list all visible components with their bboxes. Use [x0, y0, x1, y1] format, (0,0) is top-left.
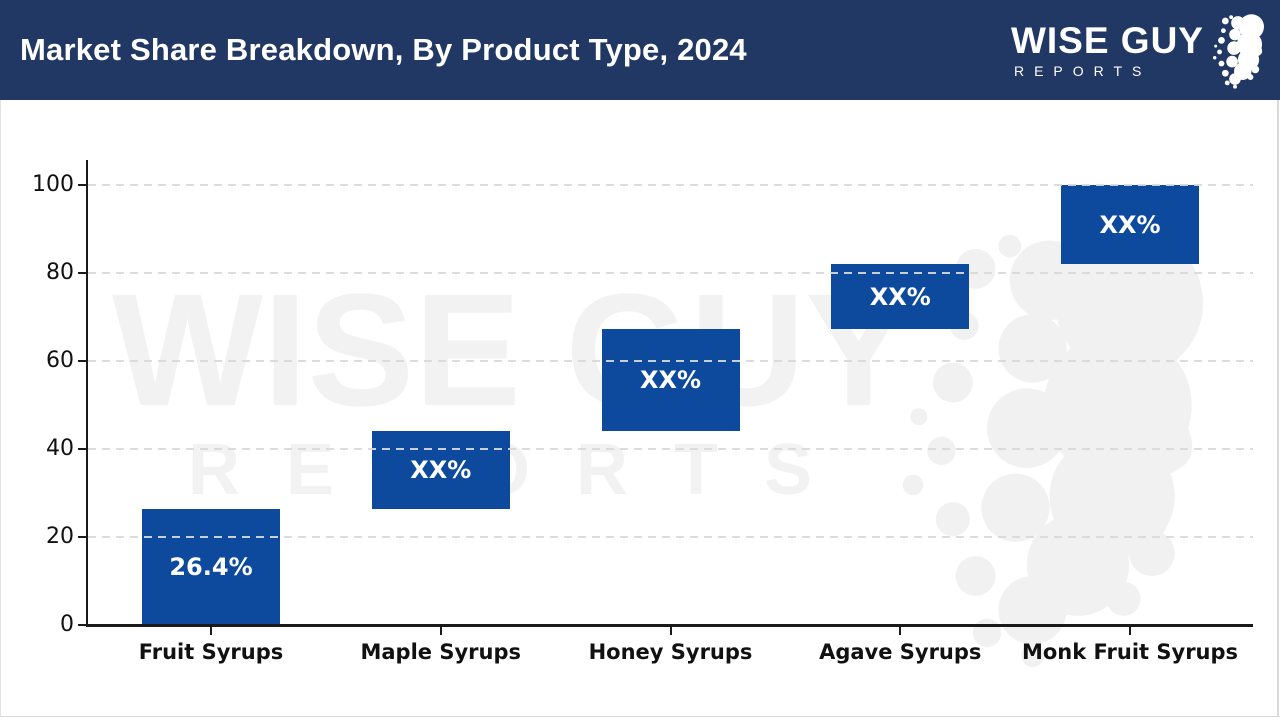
- y-tick-mark: [78, 184, 86, 186]
- logo-reports-label: REPORTS: [1013, 62, 1152, 79]
- x-axis-category-label: Honey Syrups: [588, 640, 753, 664]
- y-axis-tick-label: 0: [60, 612, 74, 637]
- y-axis-tick-label: 40: [46, 436, 74, 461]
- x-axis-category-label: Monk Fruit Syrups: [1021, 640, 1239, 664]
- page-title: Market Share Breakdown, By Product Type,…: [20, 32, 747, 67]
- y-tick-mark: [78, 272, 86, 274]
- header-bar: Market Share Breakdown, By Product Type,…: [0, 0, 1280, 100]
- x-axis-spine: [86, 624, 1253, 627]
- bar-value-label: XX%: [1099, 210, 1161, 239]
- gridline-100: [88, 184, 1253, 186]
- watermark-reports-text: REPORTS: [188, 430, 859, 510]
- bar-maple-syrups: XX%: [371, 430, 510, 509]
- gridline-60: [88, 360, 1253, 362]
- bar-agave-syrups: XX%: [831, 264, 970, 329]
- y-tick-mark: [78, 360, 86, 362]
- gridline-20: [88, 536, 1253, 538]
- y-axis-tick-label: 60: [46, 348, 74, 373]
- y-axis-spine: [86, 160, 88, 626]
- watermark-wise-guy-text: WISE GUY: [112, 260, 913, 439]
- x-axis-category-label: Agave Syrups: [819, 640, 982, 664]
- bar-value-label: XX%: [639, 365, 702, 394]
- logo-text: WISE GUY REPORTS: [1011, 22, 1204, 79]
- bar-fruit-syrups: 26.4%: [142, 508, 280, 625]
- logo-wise-guy-label: WISE GUY: [1010, 19, 1204, 61]
- chart-right-border: [1277, 100, 1279, 717]
- x-tick-mark: [210, 627, 212, 635]
- chart-bottom-border: [0, 716, 1280, 717]
- gridline-40: [88, 448, 1253, 450]
- y-tick-mark: [78, 448, 86, 450]
- x-tick-mark: [1129, 627, 1131, 635]
- x-tick-mark: [669, 627, 672, 635]
- bar-honey-syrups: XX%: [601, 328, 740, 431]
- bar-value-label: 26.4%: [169, 552, 253, 581]
- y-axis-tick-label: 100: [32, 172, 74, 197]
- chart-left-border: [0, 100, 1, 717]
- y-tick-mark: [78, 624, 86, 626]
- x-tick-mark: [899, 627, 902, 635]
- x-axis-category-label: Fruit Syrups: [138, 640, 284, 664]
- y-tick-mark: [78, 536, 86, 538]
- x-tick-mark: [439, 627, 442, 635]
- bar-value-label: XX%: [410, 455, 472, 484]
- wise-guy-reports-logo: WISE GUY REPORTS: [1011, 11, 1280, 89]
- bar-value-label: XX%: [869, 282, 931, 311]
- y-axis-tick-label: 80: [46, 260, 74, 285]
- bar-monk-fruit-syrups: XX%: [1061, 185, 1199, 265]
- y-axis-tick-label: 20: [46, 524, 74, 549]
- gridline-80: [88, 272, 1253, 274]
- x-axis-category-label: Maple Syrups: [360, 640, 521, 664]
